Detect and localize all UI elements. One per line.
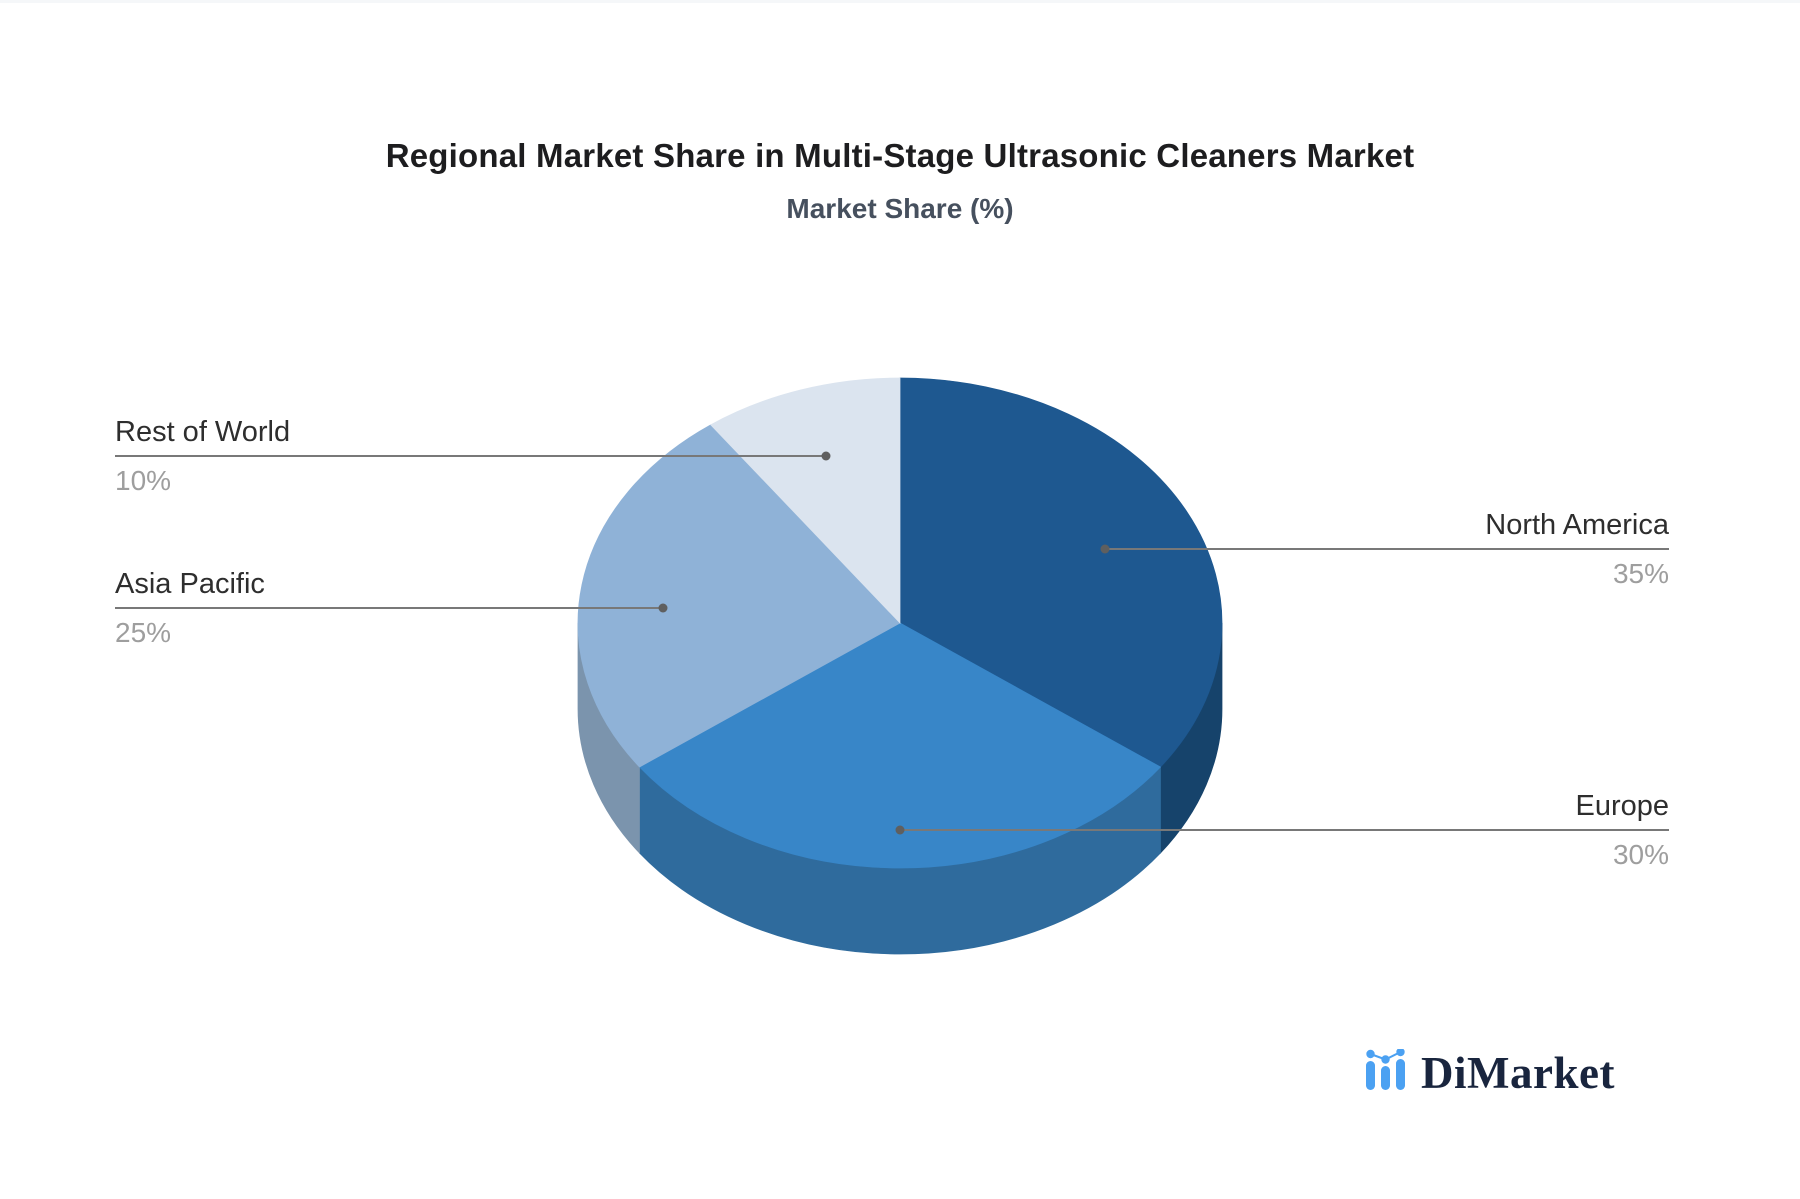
slice-label-europe: Europe 30% xyxy=(1575,788,1669,872)
pie-slice-europe[interactable] xyxy=(638,622,1162,869)
chart-subtitle: Market Share (%) xyxy=(786,193,1014,224)
bar-chart-logo-icon xyxy=(1366,1049,1405,1090)
slice-name: Rest of World xyxy=(115,416,291,448)
slice-percent: 30% xyxy=(1612,839,1669,870)
leader-dot-north-america xyxy=(1100,544,1110,554)
slice-label-asia-pacific: Asia Pacific 25% xyxy=(115,566,265,650)
slice-name: North America xyxy=(1485,509,1669,541)
brand-logo: DiMarket xyxy=(1364,1047,1615,1099)
pie-slice-north-america[interactable] xyxy=(899,377,1223,768)
leader-dot-asia-pacific xyxy=(658,603,668,613)
slice-label-north-america: North America 35% xyxy=(1485,507,1669,591)
pie-slice-rest-of-world[interactable] xyxy=(710,377,901,624)
pie-chart xyxy=(115,377,1669,955)
leader-dot-europe xyxy=(895,825,905,835)
slice-name: Asia Pacific xyxy=(115,568,265,600)
leader-dot-rest-of-world xyxy=(821,451,831,461)
slice-percent: 10% xyxy=(115,465,172,496)
slice-percent: 25% xyxy=(115,617,172,648)
slice-percent: 35% xyxy=(1612,558,1669,589)
chart-title: Regional Market Share in Multi-Stage Ult… xyxy=(385,137,1415,174)
pie-slice-asia-pacific[interactable] xyxy=(577,424,901,768)
slice-label-rest-of-world: Rest of World 10% xyxy=(115,414,290,498)
brand-name: DiMarket xyxy=(1421,1048,1615,1098)
slice-name: Europe xyxy=(1575,790,1669,822)
